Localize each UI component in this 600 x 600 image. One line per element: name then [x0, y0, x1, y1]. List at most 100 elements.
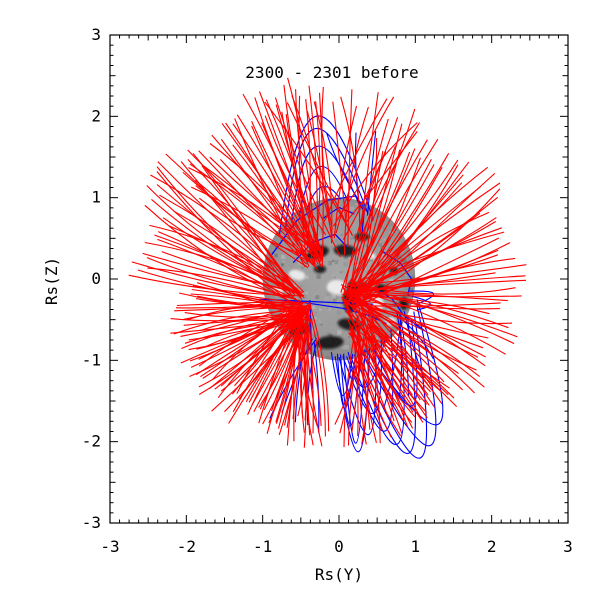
field-line: [346, 311, 403, 434]
noise-speckle: [360, 330, 364, 333]
noise-speckle: [298, 279, 302, 283]
noise-speckle: [319, 308, 322, 311]
field-line: [361, 161, 470, 305]
field-line: [149, 224, 298, 290]
field-line: [357, 137, 378, 289]
x-tick-label: 0: [334, 537, 344, 556]
field-line: [355, 188, 501, 305]
noise-speckle: [332, 356, 336, 361]
noise-speckle: [305, 275, 309, 279]
noise-speckle: [332, 253, 338, 259]
noise-speckle: [334, 294, 337, 297]
plot-title: 2300 - 2301 before: [245, 63, 418, 82]
field-line: [346, 305, 416, 418]
noise-speckle: [326, 291, 331, 296]
field-line: [368, 323, 430, 406]
noise-speckle: [377, 325, 382, 330]
noise-speckle: [370, 226, 375, 231]
noise-speckle: [297, 295, 300, 298]
noise-speckle: [383, 238, 386, 241]
noise-speckle: [315, 332, 319, 336]
noise-speckle: [267, 261, 272, 267]
active-region-dark: [316, 335, 344, 350]
field-line: [195, 179, 302, 298]
noise-speckle: [303, 265, 308, 270]
noise-speckle: [296, 240, 301, 245]
axes-frame: -3 -2 -1 0 1 2 3 -3 -2 -1 0 1 2 3: [82, 25, 573, 556]
field-line: [258, 313, 297, 424]
field-line: [313, 341, 320, 433]
noise-speckle: [266, 287, 271, 292]
noise-speckle: [319, 272, 322, 275]
noise-speckle: [274, 253, 278, 258]
noise-speckle: [342, 346, 345, 350]
field-line: [347, 186, 482, 298]
noise-speckle: [318, 275, 321, 278]
noise-speckle: [275, 269, 278, 272]
noise-speckle: [331, 259, 335, 262]
field-line: [352, 164, 459, 304]
noise-speckle: [344, 269, 349, 274]
noise-speckle: [294, 263, 298, 267]
field-line: [356, 153, 450, 296]
noise-speckle: [347, 261, 352, 266]
noise-speckle: [350, 237, 353, 240]
noise-speckle: [334, 239, 339, 244]
field-line: [156, 184, 296, 296]
noise-speckle: [327, 307, 330, 310]
field-line: [201, 165, 295, 300]
field-line: [251, 120, 323, 257]
noise-speckle: [329, 245, 333, 250]
field-line: [383, 315, 402, 410]
field-line: [366, 131, 377, 216]
field-line: [251, 125, 310, 267]
field-line: [264, 101, 353, 236]
field-line: [217, 306, 305, 399]
noise-speckle: [315, 281, 319, 284]
field-line: [356, 316, 377, 444]
noise-speckle: [317, 203, 320, 207]
field-line: [396, 310, 403, 399]
noise-speckle: [302, 294, 307, 299]
y-tick-label: -3: [82, 513, 101, 532]
noise-speckle: [402, 259, 407, 264]
noise-speckle: [315, 311, 317, 314]
x-tick-label: 3: [563, 537, 573, 556]
noise-speckle: [318, 214, 322, 218]
field-line: [360, 172, 496, 304]
noise-speckle: [318, 235, 323, 239]
noise-speckle: [290, 279, 295, 284]
noise-speckle: [395, 303, 399, 306]
field-line: [321, 86, 333, 230]
field-line: [259, 313, 299, 410]
noise-speckle: [375, 337, 378, 340]
field-line: [369, 311, 436, 408]
noise-speckle: [354, 264, 359, 269]
field-line: [198, 302, 305, 367]
field-line: [398, 312, 410, 397]
field-line: [264, 115, 327, 236]
surface-field-line: [299, 301, 387, 325]
x-tick-label: 1: [411, 537, 421, 556]
noise-speckle: [388, 278, 393, 283]
noise-speckle: [345, 331, 348, 334]
noise-speckle: [318, 347, 321, 350]
y-tick-label: -1: [82, 350, 101, 369]
noise-speckle: [409, 287, 414, 292]
field-line: [310, 318, 326, 437]
noise-speckle: [302, 256, 306, 260]
noise-speckle: [297, 261, 301, 265]
noise-speckle: [325, 271, 329, 275]
noise-speckle: [327, 261, 332, 266]
noise-speckle: [387, 308, 391, 312]
noise-speckle: [340, 233, 344, 237]
noise-speckle: [279, 322, 282, 326]
noise-speckle: [350, 206, 355, 211]
noise-speckle: [333, 204, 338, 209]
noise-speckle: [343, 255, 348, 260]
field-line: [355, 237, 500, 308]
noise-speckle: [353, 223, 358, 228]
noise-speckle: [404, 259, 408, 263]
noise-speckle: [396, 254, 401, 259]
active-region-dark: [313, 265, 327, 274]
